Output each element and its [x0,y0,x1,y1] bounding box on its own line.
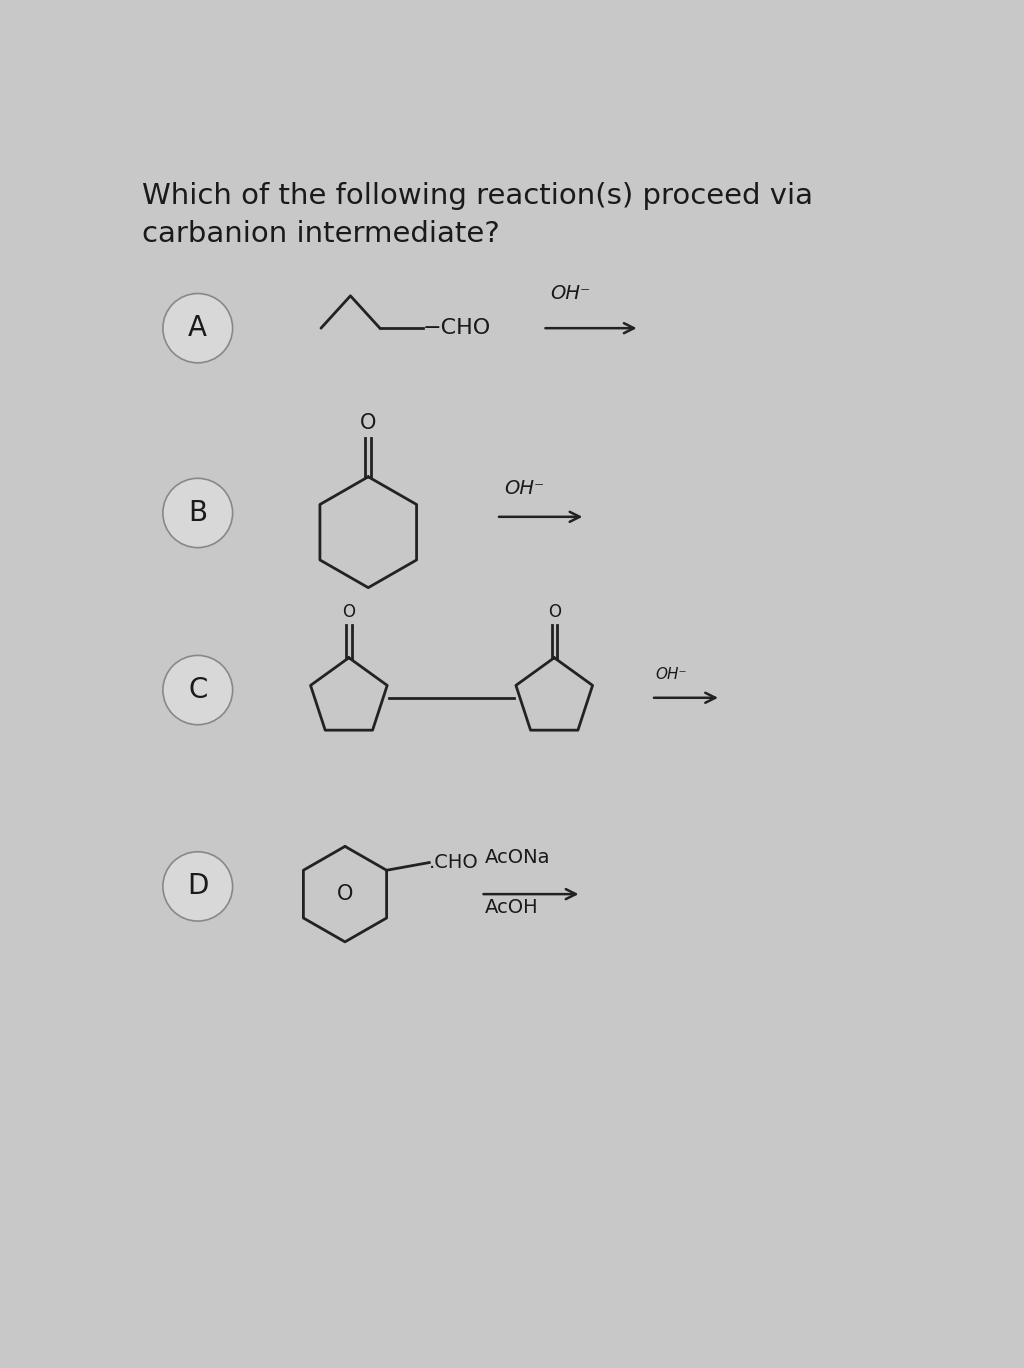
Text: OH⁻: OH⁻ [504,479,544,498]
Circle shape [163,852,232,921]
Text: A: A [188,315,207,342]
Text: OH⁻: OH⁻ [655,668,686,683]
Circle shape [163,294,232,363]
Text: .CHO: .CHO [429,854,479,871]
Text: O: O [548,603,561,621]
Text: AcOH: AcOH [484,897,539,917]
Circle shape [163,655,232,725]
Circle shape [163,479,232,547]
Text: OH⁻: OH⁻ [550,283,591,302]
Text: D: D [187,873,209,900]
Text: AcONa: AcONa [484,848,550,867]
Text: carbanion intermediate?: carbanion intermediate? [142,220,500,249]
Text: B: B [188,499,207,527]
Text: C: C [188,676,208,705]
Text: Which of the following reaction(s) proceed via: Which of the following reaction(s) proce… [142,182,813,209]
Text: O: O [337,884,353,904]
Text: O: O [342,603,355,621]
Text: −CHO: −CHO [423,319,490,338]
Text: O: O [360,413,377,432]
